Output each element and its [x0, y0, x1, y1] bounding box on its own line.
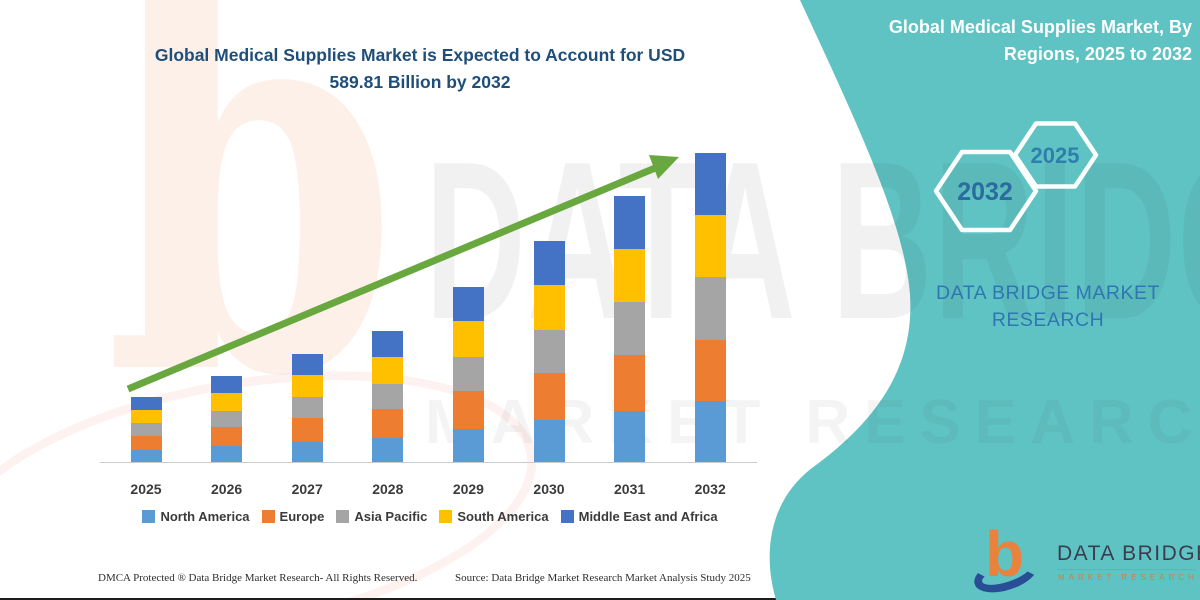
bar-segment-asia-pacific	[452, 357, 484, 392]
legend-item-europe: Europe	[261, 509, 325, 524]
bar-segment-europe	[372, 409, 404, 438]
legend-swatch-europe	[261, 510, 275, 523]
bar-segment-north-america	[533, 419, 565, 462]
legend-swatch-north-america	[142, 510, 156, 523]
bar-segment-south-america	[614, 248, 646, 303]
bar-segment-north-america	[614, 410, 646, 462]
bar-segment-south-america	[452, 321, 484, 358]
bar-segment-europe	[694, 340, 726, 402]
logo-b-icon: b	[985, 518, 1025, 590]
legend-swatch-middle-east-and-africa	[560, 510, 574, 523]
bar-segment-south-america	[694, 214, 726, 278]
legend-label-south-america: South America	[457, 509, 549, 524]
bar-segment-south-america	[533, 284, 565, 330]
stacked-bar-2028	[372, 331, 404, 462]
x-axis-line	[100, 461, 757, 463]
bar-segment-europe	[291, 418, 323, 443]
bar-segment-asia-pacific	[130, 423, 162, 436]
footer-source-text: Source: Data Bridge Market Research Mark…	[455, 572, 751, 584]
panel-brand-line1: DATA BRIDGE MARKET	[936, 282, 1160, 304]
legend-item-middle-east-and-africa: Middle East and Africa	[560, 509, 718, 524]
x-axis-label-2029: 2029	[452, 481, 484, 497]
legend-label-middle-east-and-africa: Middle East and Africa	[578, 509, 718, 524]
chart-title-line2: 589.81 Billion by 2032	[329, 72, 511, 92]
bar-segment-middle-east-and-africa	[372, 331, 404, 358]
bar-segment-europe	[533, 373, 565, 420]
panel-heading: Global Medical Supplies Market, By Regio…	[820, 14, 1192, 68]
bar-segment-asia-pacific	[614, 302, 646, 355]
bottom-border-line	[0, 598, 1200, 600]
stacked-bar-2025	[130, 396, 162, 462]
logo-divider	[1057, 569, 1195, 570]
legend-item-north-america: North America	[142, 509, 250, 524]
legend-item-south-america: South America	[439, 509, 549, 524]
chart-title-line1: Global Medical Supplies Market is Expect…	[154, 45, 686, 65]
x-axis-label-2030: 2030	[533, 481, 565, 497]
stacked-bar-2030	[533, 241, 565, 462]
bar-segment-europe	[130, 435, 162, 451]
x-axis-label-2025: 2025	[130, 481, 162, 497]
plot-area	[100, 138, 760, 463]
bar-segment-north-america	[694, 401, 726, 462]
legend-swatch-asia-pacific	[336, 510, 350, 523]
stacked-bar-2026	[211, 375, 243, 462]
bar-segment-middle-east-and-africa	[130, 396, 162, 410]
legend-label-europe: Europe	[279, 509, 325, 524]
bar-segment-asia-pacific	[533, 329, 565, 374]
bar-segment-north-america	[372, 437, 404, 462]
bar-segment-middle-east-and-africa	[211, 375, 243, 393]
bar-segment-south-america	[211, 392, 243, 411]
bar-segment-north-america	[130, 450, 162, 462]
bar-segment-middle-east-and-africa	[291, 353, 323, 376]
logo-sub-name: MARKET RESEARCH	[1058, 573, 1198, 582]
bar-segment-asia-pacific	[372, 383, 404, 410]
bar-segment-south-america	[130, 409, 162, 424]
panel-heading-line2: Regions, 2025 to 2032	[1003, 44, 1192, 64]
x-axis-label-2027: 2027	[291, 481, 323, 497]
bar-segment-middle-east-and-africa	[614, 195, 646, 249]
bar-segment-north-america	[211, 446, 243, 462]
x-axis-label-2032: 2032	[694, 481, 726, 497]
stacked-bar-2031	[614, 195, 646, 462]
stacked-bar-2029	[452, 286, 484, 462]
bar-segment-asia-pacific	[291, 397, 323, 419]
bar-segment-south-america	[372, 357, 404, 384]
bar-segment-europe	[452, 391, 484, 429]
bar-segment-north-america	[452, 428, 484, 462]
bar-segment-asia-pacific	[211, 410, 243, 428]
dbmr-logo: b DATA BRIDGE MARKET RESEARCH	[965, 518, 1200, 600]
stacked-bar-2027	[291, 353, 323, 462]
legend-item-asia-pacific: Asia Pacific	[336, 509, 427, 524]
x-axis-label-2031: 2031	[614, 481, 646, 497]
legend-label-asia-pacific: Asia Pacific	[354, 509, 428, 524]
bar-segment-south-america	[291, 375, 323, 398]
bar-segment-asia-pacific	[694, 277, 726, 341]
x-axis-label-2026: 2026	[211, 481, 243, 497]
bar-segment-north-america	[291, 442, 323, 462]
chart-title: Global Medical Supplies Market is Expect…	[95, 42, 745, 96]
x-axis-label-2028: 2028	[372, 481, 404, 497]
panel-brand-line2: RESEARCH	[991, 309, 1105, 331]
legend-swatch-south-america	[439, 510, 453, 523]
bar-segment-middle-east-and-africa	[694, 152, 726, 215]
bar-segment-europe	[211, 427, 243, 447]
bar-segment-middle-east-and-africa	[452, 286, 484, 322]
chart-legend: North America Europe Asia Pacific South Ame…	[100, 509, 760, 524]
panel-heading-line1: Global Medical Supplies Market, By	[888, 17, 1192, 37]
legend-label-north-america: North America	[160, 509, 250, 524]
bar-segment-middle-east-and-africa	[533, 241, 565, 285]
logo-brand-name: DATA BRIDGE	[1057, 542, 1200, 565]
footer-dmca-text: DMCA Protected ® Data Bridge Market Rese…	[98, 572, 418, 584]
bar-segment-europe	[614, 354, 646, 411]
panel-brand-text: DATA BRIDGE MARKET RESEARCH	[888, 280, 1200, 334]
stacked-bar-2032	[694, 152, 726, 462]
